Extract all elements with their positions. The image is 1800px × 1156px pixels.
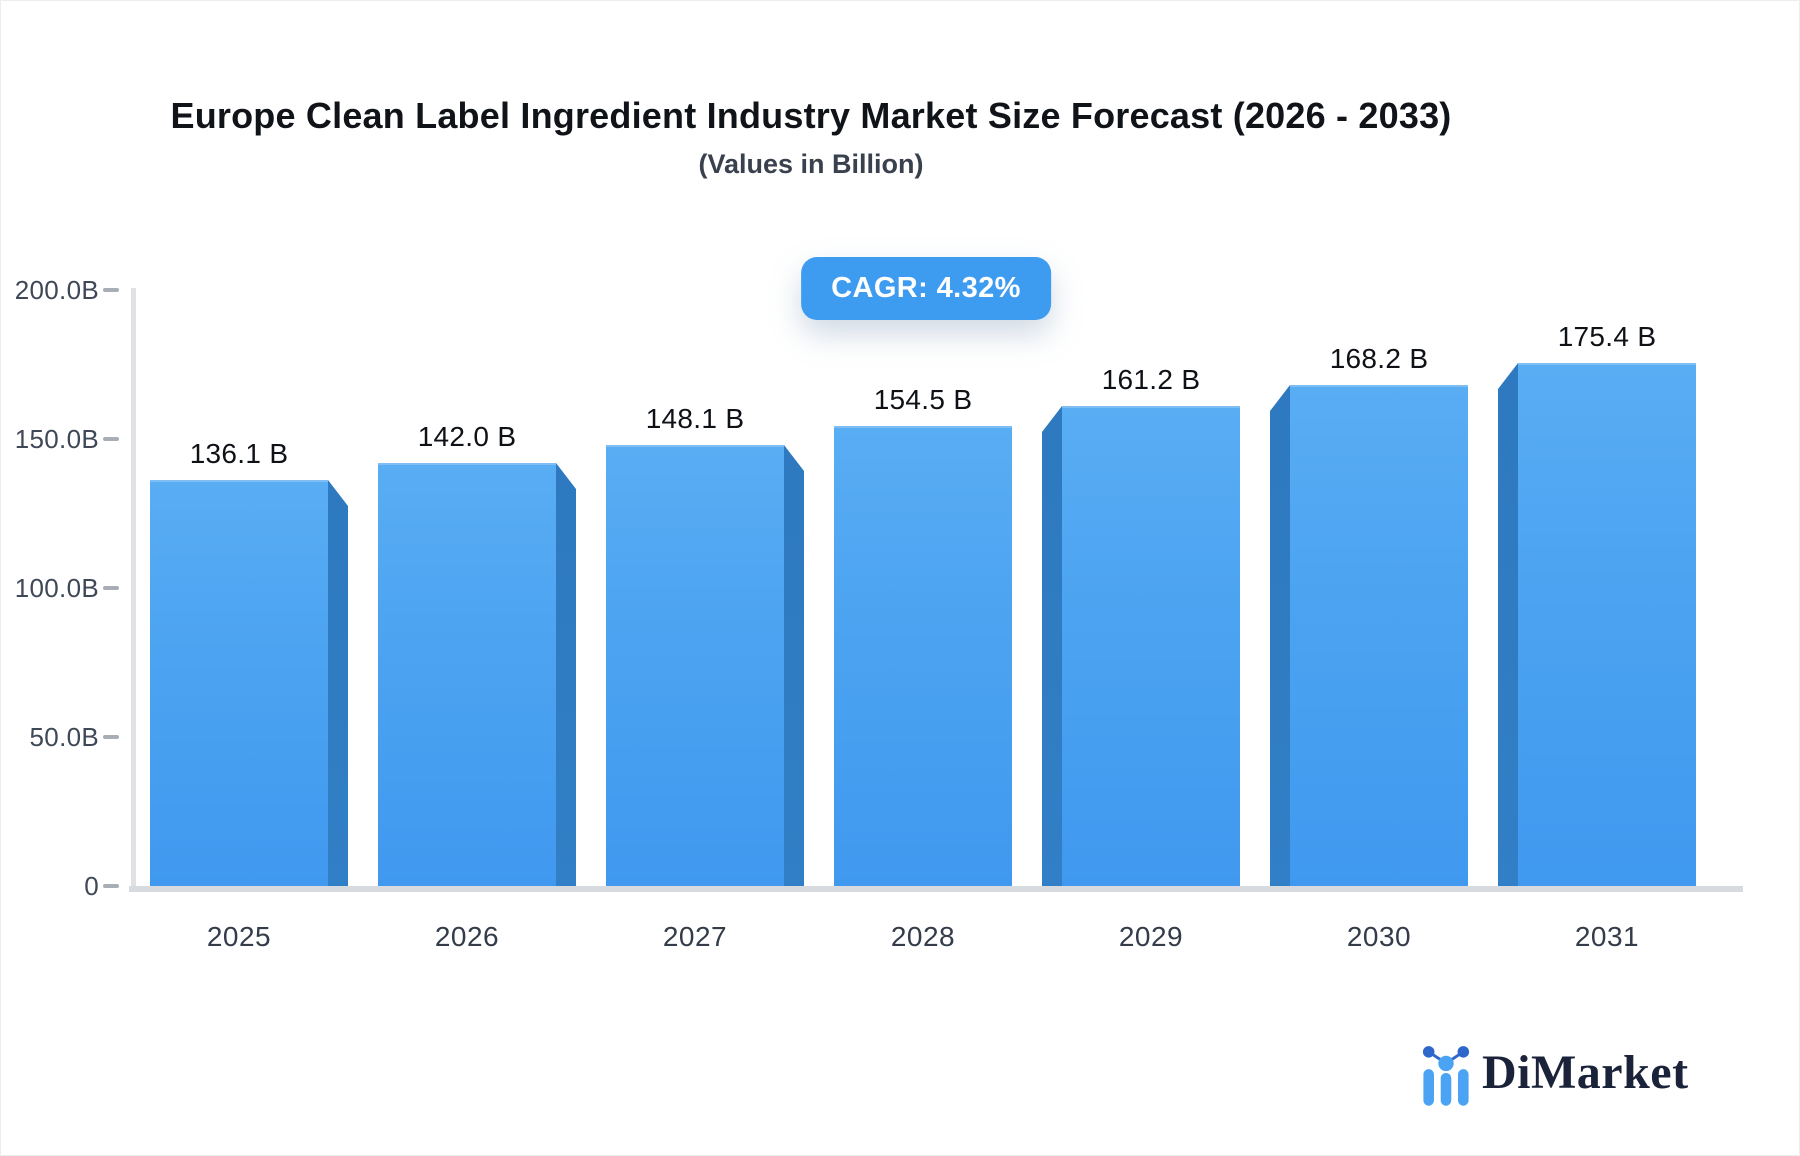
bar-line-chart-icon [1422, 1046, 1470, 1106]
y-axis-tick-label: 50.0B [29, 722, 99, 752]
bar-value-label: 136.1 B [189, 438, 289, 469]
x-axis-label-2029: 2029 [1118, 921, 1184, 952]
x-axis-label-2025: 2025 [206, 921, 272, 952]
bar-2030 [1290, 385, 1468, 886]
bar-value-label: 168.2 B [1329, 343, 1429, 374]
bar-side-face [1042, 406, 1062, 886]
bar-side-face [784, 445, 804, 886]
bar-side-face [328, 480, 348, 886]
x-axis-label-2028: 2028 [890, 921, 956, 952]
bar-value-label: 142.0 B [417, 421, 517, 452]
y-axis-tick-label: 150.0B [14, 424, 99, 454]
bar-side-face [556, 463, 576, 886]
bar-2031 [1518, 363, 1696, 886]
chart-header: Europe Clean Label Ingredient Industry M… [1, 95, 1621, 180]
bar-value-label: 161.2 B [1101, 364, 1201, 395]
y-axis-tick [103, 288, 119, 292]
y-axis-tick-label: 200.0B [14, 275, 99, 305]
bar-value-label: 154.5 B [873, 384, 973, 415]
bar-value-label: 175.4 B [1557, 321, 1657, 352]
bar-2026 [378, 463, 556, 886]
bar-2028 [834, 426, 1012, 886]
x-axis-label-2030: 2030 [1346, 921, 1412, 952]
bar-2025 [150, 480, 328, 886]
brand-name: DiMarket [1482, 1046, 1689, 1099]
bar-2029 [1062, 406, 1240, 886]
y-axis-tick-label: 100.0B [14, 573, 99, 603]
x-axis-line [129, 886, 1743, 892]
bar-2027 [606, 445, 784, 886]
bar-side-face [1270, 385, 1290, 886]
x-axis-label-2026: 2026 [434, 921, 500, 952]
chart-subtitle: (Values in Billion) [698, 149, 924, 179]
y-axis-tick [103, 437, 119, 441]
bar-value-label: 148.1 B [645, 403, 745, 434]
bar-side-face [1498, 363, 1518, 886]
y-axis-line [131, 288, 136, 890]
y-axis-tick [103, 884, 119, 888]
y-axis-tick [103, 586, 119, 590]
cagr-badge: CAGR: 4.32% [801, 257, 1051, 320]
dimarket-watermark: DiMarket [1421, 1039, 1689, 1107]
y-axis-tick-label: 0 [84, 871, 99, 901]
x-axis-label-2031: 2031 [1574, 921, 1640, 952]
x-axis-label-2027: 2027 [662, 921, 728, 952]
chart-title: Europe Clean Label Ingredient Industry M… [170, 95, 1452, 136]
y-axis-tick [103, 735, 119, 739]
